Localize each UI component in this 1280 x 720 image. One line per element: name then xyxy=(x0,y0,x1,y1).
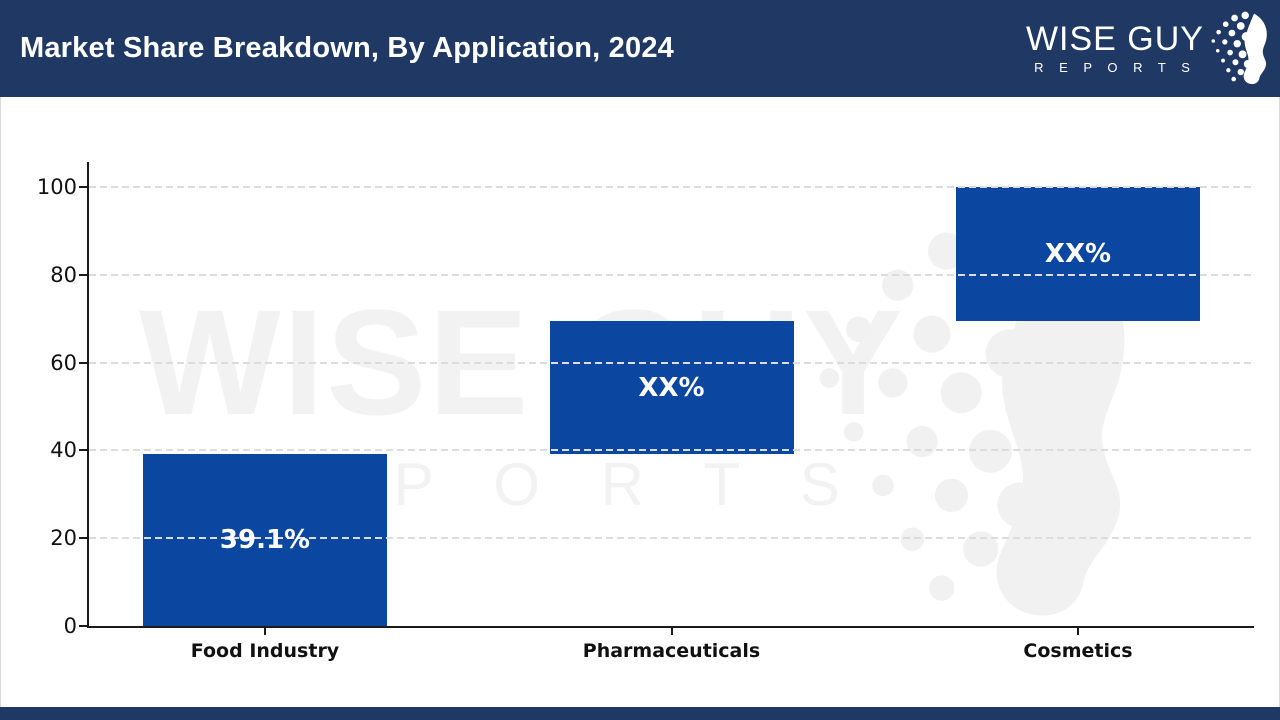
footer-band xyxy=(0,707,1280,720)
chart-canvas: WISE GUY R E P O R T S 0 20 40 60 80 100 39.1%… xyxy=(0,97,1280,707)
y-tick-label: 60 xyxy=(50,351,77,375)
x-tick xyxy=(264,628,266,635)
page-title: Market Share Breakdown, By Application, … xyxy=(20,32,674,64)
gridline xyxy=(89,449,1254,451)
y-tick-label: 0 xyxy=(63,614,77,638)
bar-value-label: XX% xyxy=(1044,238,1112,269)
y-tick-label: 20 xyxy=(50,526,77,550)
x-tick-label: Food Industry xyxy=(190,640,340,662)
logo-subtitle: R E P O R T S xyxy=(1034,60,1196,75)
gridline xyxy=(89,274,1254,276)
y-tick xyxy=(79,625,87,627)
y-tick xyxy=(79,274,87,276)
logo-title: WISE GUY xyxy=(1025,20,1204,58)
logo-text: WISE GUY R E P O R T S xyxy=(1026,22,1204,75)
y-tick-label: 100 xyxy=(36,175,77,199)
gridline xyxy=(89,186,1254,188)
gridline xyxy=(89,362,1254,364)
x-tick xyxy=(1077,628,1079,635)
y-tick-label: 80 xyxy=(50,263,77,287)
bar-food-industry xyxy=(143,454,387,626)
bar-pharmaceuticals xyxy=(549,320,794,455)
x-axis-line xyxy=(87,626,1254,628)
x-tick-label: Cosmetics xyxy=(1023,640,1133,662)
y-tick-label: 40 xyxy=(50,438,77,462)
bar-cosmetics xyxy=(956,187,1200,321)
bar-value-label: 39.1% xyxy=(219,525,311,556)
dotted-face-icon xyxy=(1211,11,1267,84)
x-tick xyxy=(670,628,673,635)
y-tick xyxy=(79,449,87,451)
bar-value-label: XX% xyxy=(638,372,705,403)
y-tick xyxy=(79,537,87,539)
gridline xyxy=(89,537,1254,539)
header-band: Market Share Breakdown, By Application, … xyxy=(0,0,1280,97)
y-tick xyxy=(79,362,87,364)
wise-guy-logo: WISE GUY R E P O R T S xyxy=(1026,7,1270,91)
x-tick-label: Pharmaceuticals xyxy=(582,640,761,662)
y-axis-line xyxy=(87,162,89,628)
y-tick xyxy=(79,186,87,188)
